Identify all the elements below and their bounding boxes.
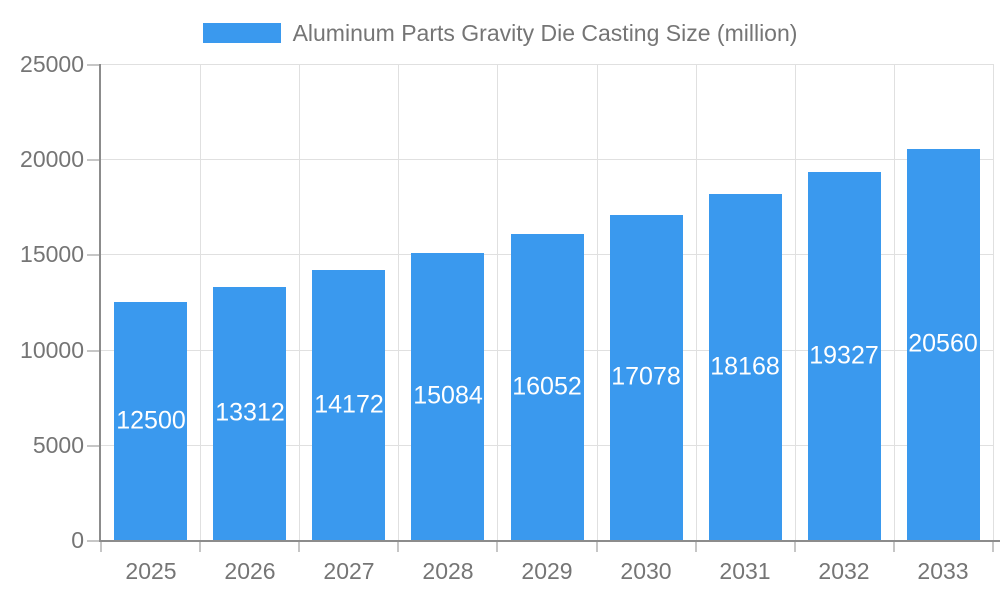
- bar-value-label: 20560: [908, 329, 978, 358]
- bar[interactable]: [808, 172, 881, 540]
- x-tick-label: 2031: [719, 558, 771, 584]
- y-tick-mark: [87, 159, 99, 161]
- y-tick-label: 15000: [20, 241, 84, 267]
- legend-swatch: [202, 23, 281, 43]
- v-gridline: [696, 64, 697, 540]
- bar[interactable]: [411, 253, 484, 540]
- v-gridline: [993, 64, 994, 540]
- bar-value-label: 19327: [809, 341, 879, 370]
- x-tick-label: 2030: [620, 558, 672, 584]
- x-tick-label: 2025: [125, 558, 177, 584]
- y-axis-line: [99, 64, 101, 542]
- x-tick-mark: [695, 542, 697, 552]
- v-gridline: [795, 64, 796, 540]
- bar-value-label: 14172: [314, 390, 384, 419]
- bar[interactable]: [213, 287, 286, 540]
- y-tick-mark: [87, 64, 99, 66]
- v-gridline: [200, 64, 201, 540]
- x-tick-mark: [199, 542, 201, 552]
- bar[interactable]: [312, 270, 385, 540]
- bar[interactable]: [709, 194, 782, 540]
- bar-value-label: 17078: [611, 362, 681, 391]
- bar-value-label: 18168: [710, 352, 780, 381]
- y-tick-label: 10000: [20, 337, 84, 363]
- x-tick-label: 2028: [422, 558, 474, 584]
- x-axis-line: [99, 540, 1000, 542]
- y-tick-label: 25000: [20, 51, 84, 77]
- v-gridline: [497, 64, 498, 540]
- x-tick-mark: [992, 542, 994, 552]
- bar[interactable]: [511, 234, 584, 540]
- h-gridline: [101, 159, 993, 160]
- x-tick-mark: [794, 542, 796, 552]
- bar[interactable]: [114, 302, 187, 540]
- x-tick-label: 2029: [521, 558, 573, 584]
- v-gridline: [299, 64, 300, 540]
- x-tick-label: 2027: [323, 558, 375, 584]
- bar[interactable]: [610, 215, 683, 540]
- x-tick-mark: [100, 542, 102, 552]
- x-tick-mark: [397, 542, 399, 552]
- legend-item[interactable]: Aluminum Parts Gravity Die Casting Size …: [202, 19, 798, 47]
- v-gridline: [398, 64, 399, 540]
- y-tick-label: 20000: [20, 146, 84, 172]
- x-tick-mark: [496, 542, 498, 552]
- bar[interactable]: [907, 149, 980, 540]
- x-tick-mark: [893, 542, 895, 552]
- bar-value-label: 15084: [413, 381, 483, 410]
- bar-value-label: 12500: [116, 406, 186, 435]
- legend-series-label: Aluminum Parts Gravity Die Casting Size …: [292, 19, 798, 46]
- v-gridline: [894, 64, 895, 540]
- y-tick-mark: [87, 350, 99, 352]
- x-tick-label: 2026: [224, 558, 276, 584]
- y-tick-label: 0: [71, 527, 84, 553]
- y-tick-mark: [87, 540, 99, 542]
- legend: Aluminum Parts Gravity Die Casting Size …: [0, 12, 1000, 54]
- x-tick-label: 2033: [917, 558, 969, 584]
- x-tick-label: 2032: [818, 558, 870, 584]
- h-gridline: [101, 64, 993, 65]
- y-tick-mark: [87, 445, 99, 447]
- bar-value-label: 13312: [215, 398, 285, 427]
- v-gridline: [597, 64, 598, 540]
- bar-value-label: 16052: [512, 372, 582, 401]
- y-tick-label: 5000: [32, 432, 84, 458]
- x-tick-mark: [596, 542, 598, 552]
- y-tick-mark: [87, 254, 99, 256]
- x-tick-mark: [298, 542, 300, 552]
